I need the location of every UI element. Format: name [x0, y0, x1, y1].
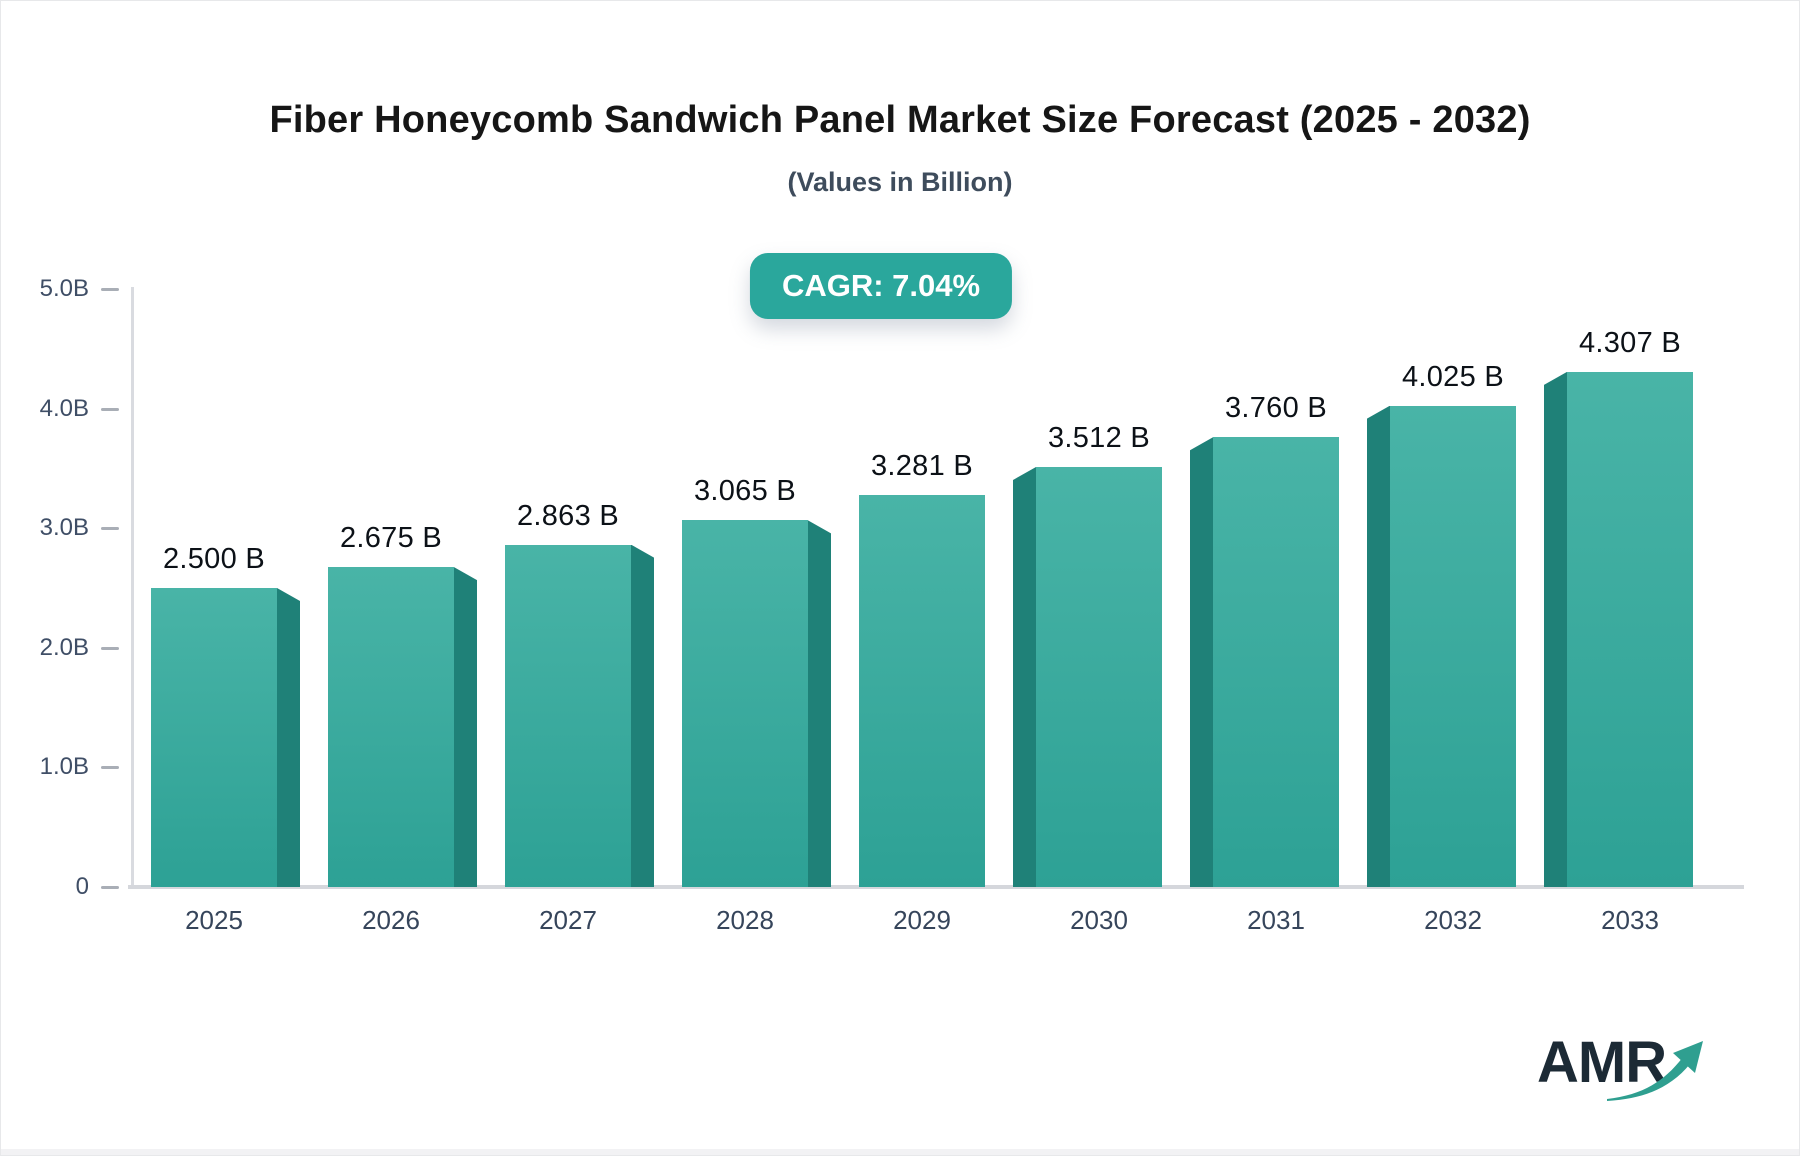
bar-value-label: 4.025 B — [1401, 360, 1505, 393]
bar-side-face — [1013, 466, 1036, 887]
bar-value-label: 2.863 B — [516, 499, 620, 532]
bar-face — [1213, 437, 1339, 887]
y-axis-tick — [101, 407, 119, 411]
cagr-badge-label: CAGR: 7.04% — [781, 268, 981, 303]
chart-title: Fiber Honeycomb Sandwich Panel Market Si… — [269, 99, 1531, 141]
bar-face — [1390, 405, 1516, 887]
chart-subtitle: (Values in Billion) — [787, 167, 1013, 197]
bottom-edge-strip — [1, 1149, 1799, 1155]
amr-logo-text: AMR — [1537, 1030, 1667, 1095]
bar-side-face — [631, 544, 654, 887]
cagr-badge: CAGR: 7.04% — [749, 253, 1013, 319]
bar-face — [505, 544, 631, 887]
bar-face — [151, 588, 277, 887]
bar-side-face — [1544, 371, 1567, 887]
x-axis-label-2026: 2026 — [362, 905, 420, 935]
x-axis-label-2029: 2029 — [893, 905, 951, 935]
x-axis-label-2031: 2031 — [1247, 905, 1305, 935]
bar-face — [328, 567, 454, 887]
y-axis-label: 0 — [75, 873, 89, 900]
bar-value-label: 2.675 B — [339, 522, 443, 555]
bar-value-label: 3.065 B — [693, 475, 797, 508]
bar-value-label: 4.307 B — [1578, 326, 1682, 359]
bar-face — [1567, 371, 1693, 887]
bar-face — [859, 494, 985, 887]
bar-side-face — [1190, 437, 1213, 887]
y-axis-label: 5.0B — [39, 275, 89, 302]
bar-value-label: 2.500 B — [162, 543, 266, 575]
y-axis-tick — [101, 766, 119, 770]
bar-side-face — [1367, 405, 1390, 887]
x-axis-label-2027: 2027 — [539, 905, 597, 935]
y-axis-tick — [101, 527, 119, 531]
growth-arrow-icon — [1607, 1041, 1703, 1101]
x-axis-line — [128, 885, 1744, 889]
bar-side-face — [454, 567, 477, 887]
y-axis-line — [131, 287, 134, 888]
bar-value-label: 3.760 B — [1224, 392, 1328, 425]
x-axis-label-2025: 2025 — [185, 905, 243, 935]
bar-side-face — [277, 588, 300, 887]
bar-face — [1036, 466, 1162, 887]
bar-value-label: 3.512 B — [1047, 421, 1151, 454]
y-axis-tick — [101, 288, 119, 291]
amr-logo: AMR — [1533, 1029, 1713, 1109]
x-axis-label-2032: 2032 — [1424, 905, 1482, 935]
y-axis-label: 2.0B — [39, 633, 89, 661]
x-axis-label-2033: 2033 — [1601, 905, 1659, 935]
y-axis-label: 4.0B — [39, 394, 89, 422]
y-axis-label: 1.0B — [39, 753, 89, 781]
bar-value-label: 3.281 B — [870, 449, 974, 482]
x-axis-label-2030: 2030 — [1070, 905, 1128, 935]
y-axis-label: 3.0B — [39, 514, 89, 542]
bar-face — [682, 520, 808, 887]
y-axis-tick — [101, 886, 119, 889]
y-axis-tick — [101, 646, 119, 650]
x-axis-label-2028: 2028 — [716, 905, 774, 935]
bar-side-face — [808, 520, 831, 887]
